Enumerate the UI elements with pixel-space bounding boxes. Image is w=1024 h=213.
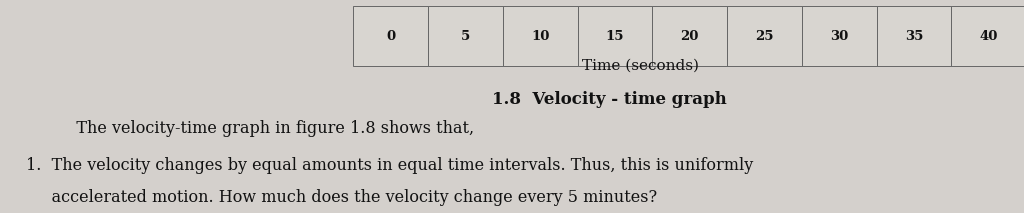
Text: 20: 20 bbox=[681, 30, 698, 43]
Bar bbox=[428, 6, 503, 66]
Text: 1.8  Velocity - time graph: 1.8 Velocity - time graph bbox=[492, 91, 727, 108]
Bar bbox=[951, 6, 1024, 66]
Text: 25: 25 bbox=[755, 30, 774, 43]
Text: 10: 10 bbox=[531, 30, 549, 43]
Text: 1.  The velocity changes by equal amounts in equal time intervals. Thus, this is: 1. The velocity changes by equal amounts… bbox=[26, 157, 753, 174]
Text: 40: 40 bbox=[980, 30, 997, 43]
Bar bbox=[802, 6, 877, 66]
Text: 0: 0 bbox=[386, 30, 395, 43]
Bar bbox=[503, 6, 578, 66]
Bar bbox=[578, 6, 652, 66]
Text: 15: 15 bbox=[605, 30, 625, 43]
Text: 30: 30 bbox=[830, 30, 848, 43]
Bar bbox=[727, 6, 802, 66]
Bar bbox=[652, 6, 727, 66]
Bar bbox=[353, 6, 428, 66]
Text: 35: 35 bbox=[905, 30, 923, 43]
Text: 5: 5 bbox=[461, 30, 470, 43]
Text: accelerated motion. How much does the velocity change every 5 minutes?: accelerated motion. How much does the ve… bbox=[26, 189, 656, 206]
Text: Time (seconds): Time (seconds) bbox=[582, 59, 698, 73]
Text: The velocity-time graph in figure 1.8 shows that,: The velocity-time graph in figure 1.8 sh… bbox=[61, 120, 474, 137]
Bar bbox=[877, 6, 951, 66]
